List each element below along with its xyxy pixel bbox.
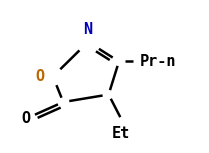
Text: Pr-n: Pr-n [140, 54, 176, 69]
Text: N: N [83, 22, 93, 37]
Text: Et: Et [112, 126, 130, 141]
Text: O: O [22, 111, 31, 126]
Text: O: O [36, 69, 45, 84]
